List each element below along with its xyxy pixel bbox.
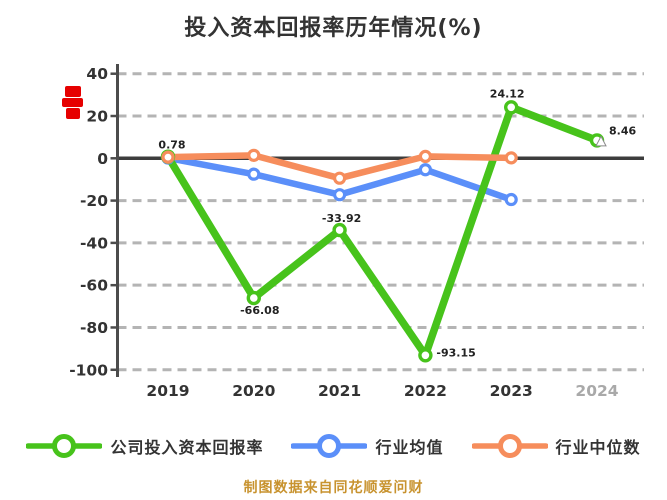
x-tick-label: 2024 — [575, 382, 618, 400]
point-value-label: 0.78 — [158, 139, 185, 152]
latest-point-triangle-marker — [595, 135, 607, 147]
legend-label-industry-median: 行业中位数 — [555, 438, 641, 457]
data-point-industry-median[interactable] — [504, 151, 518, 165]
data-point-company-roic[interactable] — [246, 290, 262, 306]
x-tick-label: 2022 — [404, 382, 447, 400]
x-tick-label: 2023 — [490, 382, 533, 400]
data-source-caption: 制图数据来自同花顺爱问财 — [243, 480, 424, 496]
y-tick-label: 20 — [86, 108, 108, 126]
y-tick-label: -80 — [80, 319, 108, 337]
x-tick-label: 2019 — [146, 382, 189, 400]
y-tick-label: -20 — [80, 192, 108, 210]
data-point-industry-mean[interactable] — [418, 163, 432, 177]
x-tick-label: 2020 — [232, 382, 275, 400]
data-point-industry-median[interactable] — [333, 171, 347, 185]
data-point-industry-mean[interactable] — [504, 192, 518, 207]
data-point-industry-median[interactable] — [247, 148, 261, 162]
data-point-industry-mean[interactable] — [333, 188, 347, 202]
legend-item-industry-mean[interactable]: 行业均值 — [291, 431, 443, 461]
data-point-company-roic[interactable] — [332, 222, 347, 238]
y-tick-label: -100 — [69, 361, 108, 379]
y-tick-label: 40 — [86, 65, 108, 83]
data-point-industry-mean[interactable] — [247, 167, 261, 181]
data-point-industry-median[interactable] — [418, 149, 432, 163]
point-value-label: 8.46 — [609, 124, 636, 137]
legend-label-industry-mean: 行业均值 — [375, 438, 444, 457]
point-value-label: 24.12 — [490, 87, 525, 100]
y-tick-label: -40 — [80, 234, 108, 252]
legend-marker-industry-mean — [291, 434, 368, 458]
series-points-industry-median — [161, 148, 518, 185]
series-line-company-roic — [164, 103, 601, 360]
legend-marker-industry-median — [471, 434, 548, 458]
legend-marker-company-roic — [26, 434, 103, 458]
series-points-company-roic — [160, 100, 605, 363]
data-point-company-roic[interactable] — [504, 100, 519, 115]
point-value-label: -33.92 — [322, 212, 361, 225]
legend-label-company-roic: 公司投入资本回报率 — [110, 438, 264, 457]
legend-item-company-roic[interactable]: 公司投入资本回报率 — [26, 431, 263, 461]
red-logo-icon — [62, 86, 83, 119]
data-point-industry-median[interactable] — [161, 150, 175, 164]
y-tick-label: 0 — [97, 150, 108, 168]
point-value-label: -93.15 — [436, 346, 475, 359]
chart-legend: 公司投入资本回报率 行业均值 行业中位数 — [0, 431, 667, 461]
chart-title: 投入资本回报率历年情况(%) — [184, 16, 483, 41]
legend-item-industry-median[interactable]: 行业中位数 — [471, 431, 641, 461]
point-value-label: -66.08 — [240, 304, 279, 317]
data-point-company-roic[interactable] — [418, 348, 433, 363]
y-tick-label: -60 — [80, 277, 108, 295]
gridlines — [117, 72, 644, 372]
x-tick-label: 2021 — [318, 382, 361, 400]
